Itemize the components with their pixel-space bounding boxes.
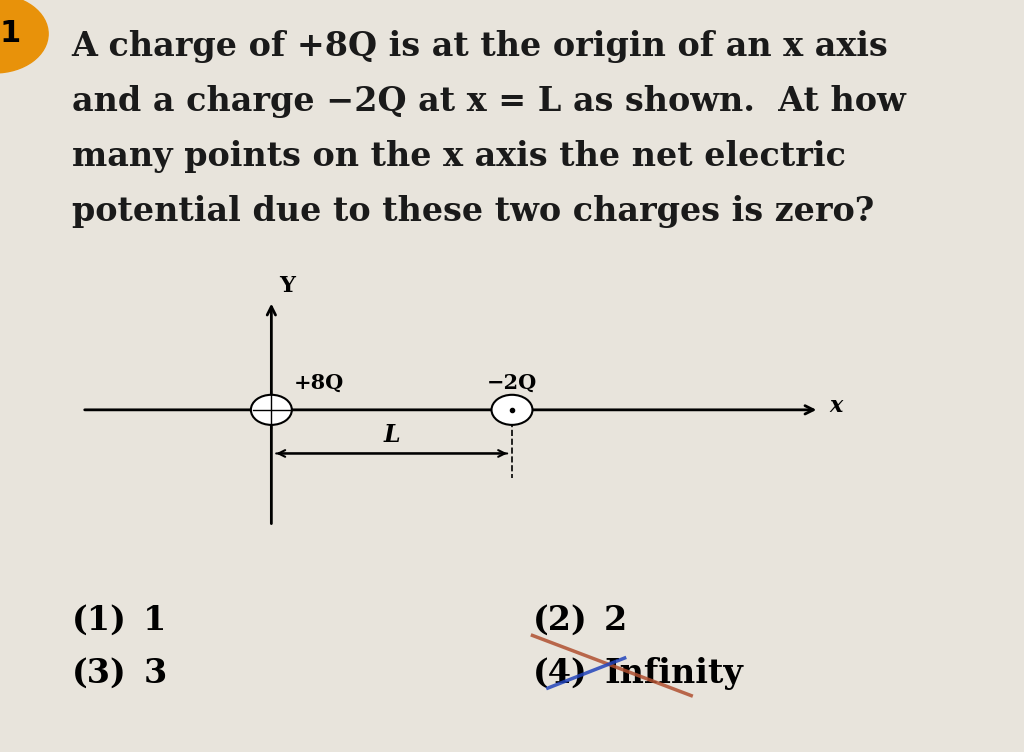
Circle shape (251, 395, 292, 425)
Text: x: x (829, 395, 843, 417)
Text: 1: 1 (0, 20, 20, 48)
Text: potential due to these two charges is zero?: potential due to these two charges is ze… (72, 195, 873, 228)
Text: 1: 1 (143, 604, 167, 637)
Text: and a charge −2Q at x = L as shown.  At how: and a charge −2Q at x = L as shown. At h… (72, 85, 905, 118)
Text: Y: Y (280, 275, 296, 297)
Text: 2: 2 (604, 604, 628, 637)
Text: L: L (383, 423, 400, 447)
Text: 3: 3 (143, 656, 167, 690)
Circle shape (492, 395, 532, 425)
Text: many points on the x axis the net electric: many points on the x axis the net electr… (72, 140, 846, 173)
Text: (2): (2) (532, 604, 587, 637)
Text: Infinity: Infinity (604, 656, 743, 690)
Text: (1): (1) (72, 604, 127, 637)
Text: (4): (4) (532, 656, 587, 690)
Text: −2Q: −2Q (486, 373, 537, 393)
Text: A charge of +8Q is at the origin of an x axis: A charge of +8Q is at the origin of an x… (72, 30, 889, 63)
Text: (3): (3) (72, 656, 126, 690)
Text: +8Q: +8Q (294, 373, 344, 393)
Circle shape (0, 0, 48, 73)
